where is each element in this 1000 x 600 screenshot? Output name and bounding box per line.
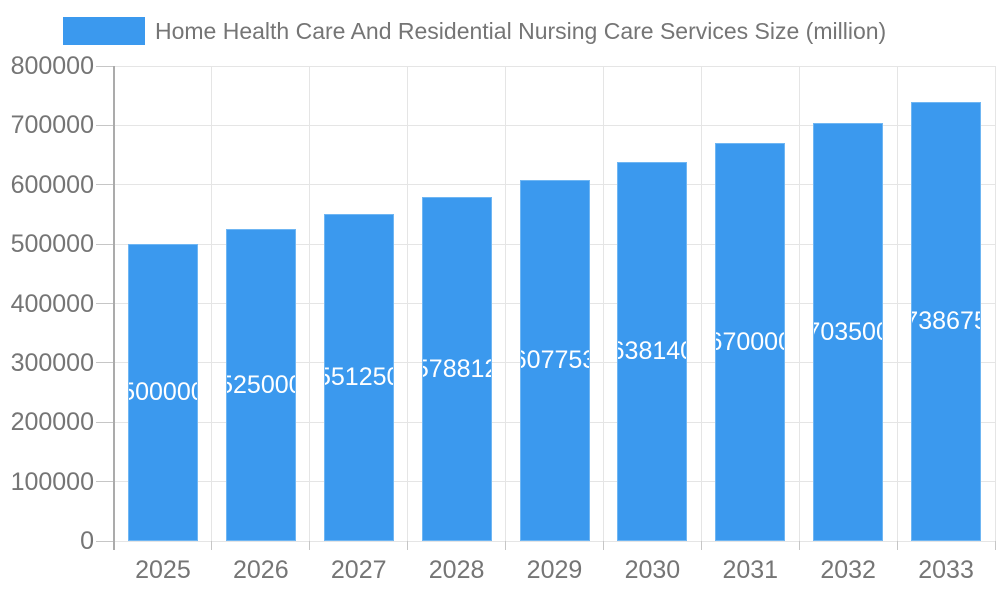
x-tick-label: 2033 (918, 556, 974, 584)
bar-value-label: 500000 (129, 378, 197, 407)
y-axis-tick (96, 243, 114, 245)
y-axis-tick (96, 303, 114, 304)
y-tick-label: 600000 (10, 170, 94, 199)
x-axis-tick (211, 541, 213, 550)
bar-2027[interactable]: 551250 (323, 213, 394, 541)
bar-2033[interactable]: 738675 (911, 102, 982, 541)
y-axis-tick (96, 481, 114, 483)
x-axis-tick (602, 541, 604, 550)
x-axis-tick (505, 541, 507, 550)
x-tick-label: 2030 (624, 556, 681, 584)
bar-2029[interactable]: 607753 (519, 180, 590, 541)
x-axis-tick (700, 541, 702, 550)
y-axis-line (113, 66, 115, 550)
x-axis-tick (994, 541, 996, 550)
bar-value-label: 638140 (618, 337, 686, 366)
y-tick-label: 200000 (10, 408, 94, 437)
y-gridline (114, 124, 995, 126)
bar-2031[interactable]: 670000 (715, 143, 786, 541)
bar-value-label: 670000 (716, 327, 784, 356)
y-tick-label: 800000 (10, 52, 94, 80)
y-tick-label: 500000 (10, 230, 94, 259)
bar-value-label: 703500 (814, 317, 882, 346)
y-tick-label: 400000 (10, 289, 94, 318)
x-gridline (602, 66, 604, 541)
bar-value-label: 525000 (227, 370, 295, 399)
chart-legend[interactable]: Home Health Care And Residential Nursing… (63, 17, 886, 45)
y-tick-label: 700000 (10, 111, 94, 140)
x-tick-label: 2031 (722, 556, 779, 584)
x-tick-label: 2025 (135, 556, 191, 584)
x-gridline (798, 66, 800, 541)
x-gridline (700, 66, 702, 541)
legend-label: Home Health Care And Residential Nursing… (155, 18, 887, 44)
x-axis-tick (798, 541, 800, 550)
y-tick-label: 0 (80, 527, 94, 555)
x-axis-tick (407, 541, 409, 550)
bar-2032[interactable]: 703500 (813, 123, 884, 541)
bar-value-label: 551250 (325, 362, 393, 391)
legend-swatch (63, 17, 145, 45)
bar-2025[interactable]: 500000 (127, 244, 198, 541)
bar-2028[interactable]: 578812 (421, 197, 492, 541)
x-tick-label: 2029 (526, 556, 583, 584)
x-gridline (309, 66, 311, 541)
bar-value-label: 578812 (423, 354, 491, 383)
y-axis-tick (96, 540, 114, 542)
bar-value-label: 607753 (521, 346, 589, 375)
y-gridline (114, 540, 995, 542)
bar-2026[interactable]: 525000 (225, 229, 296, 541)
y-gridline (114, 65, 995, 67)
x-gridline (211, 66, 213, 541)
y-axis-tick (96, 124, 114, 126)
x-tick-label: 2026 (233, 556, 289, 584)
x-tick-label: 2028 (428, 556, 485, 584)
x-axis-tick (309, 541, 311, 550)
y-tick-label: 100000 (10, 467, 94, 496)
bar-value-label: 738675 (912, 307, 980, 336)
bar-2030[interactable]: 638140 (617, 162, 688, 541)
x-gridline (896, 66, 898, 541)
y-tick-label: 300000 (10, 348, 94, 377)
y-axis-tick (96, 65, 114, 67)
y-axis-tick (96, 184, 114, 186)
x-tick-label: 2027 (330, 556, 387, 584)
y-axis-tick (96, 362, 114, 364)
y-axis-tick (96, 421, 114, 423)
x-gridline (407, 66, 409, 541)
x-gridline (505, 66, 507, 541)
x-axis-tick (896, 541, 898, 550)
x-tick-label: 2032 (820, 556, 876, 584)
x-gridline (994, 66, 996, 541)
